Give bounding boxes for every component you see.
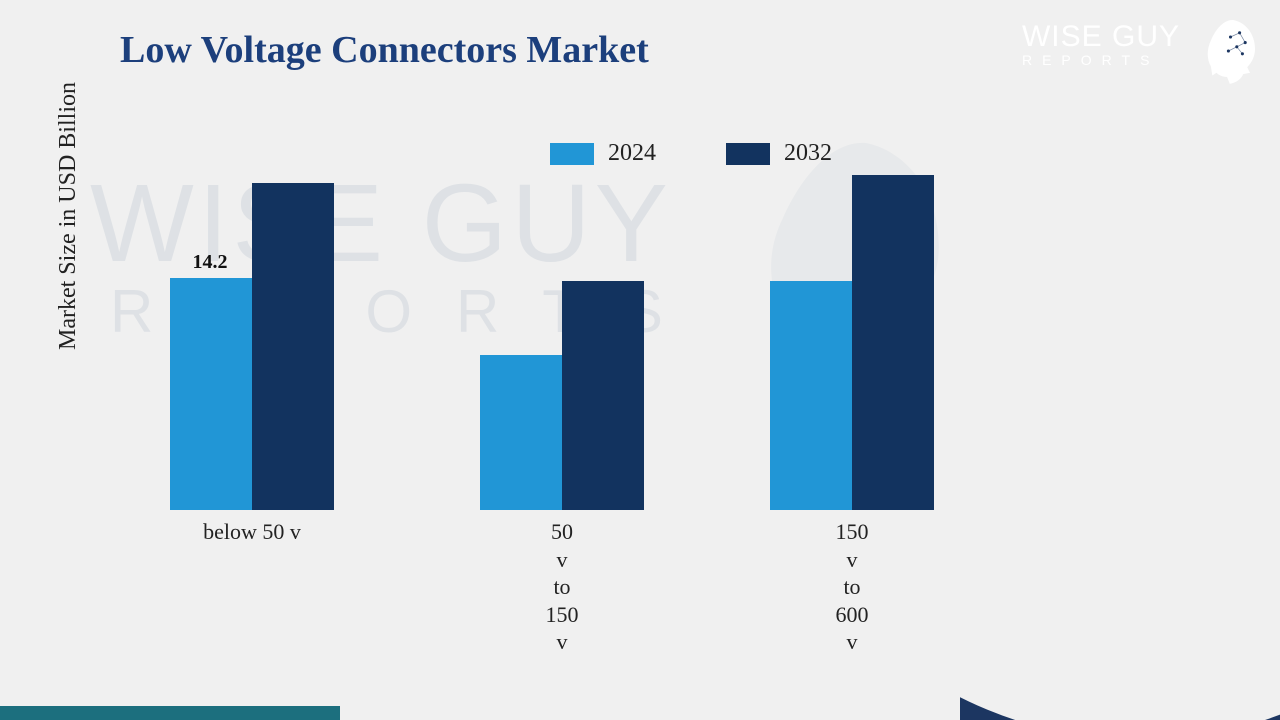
bottom-strip [0,706,340,720]
bar [852,175,934,510]
bar [770,281,852,510]
y-axis-label: Market Size in USD Billion [55,82,82,350]
bar [562,281,644,510]
bar-value-label: 14.2 [170,251,250,274]
x-axis-label: below 50 v [150,518,354,546]
logo-line1: WISE GUY [1022,20,1180,54]
x-axis-label: 50vto150v [460,518,664,656]
chart-title: Low Voltage Connectors Market [120,28,649,72]
bar [480,355,562,510]
bar [252,183,334,510]
chart-area: below 50 v50vto150v150vto600v14.2 [110,150,930,510]
page: WISE GUY REPORTS Low Voltage Connectors … [0,0,1280,720]
brand-logo: WISE GUY REPORTS [1022,20,1256,68]
head-icon [1192,16,1262,86]
bar [170,278,252,510]
plot: below 50 v50vto150v150vto600v14.2 [110,150,930,510]
logo-line2: REPORTS [1022,52,1180,68]
x-axis-label: 150vto600v [750,518,954,656]
